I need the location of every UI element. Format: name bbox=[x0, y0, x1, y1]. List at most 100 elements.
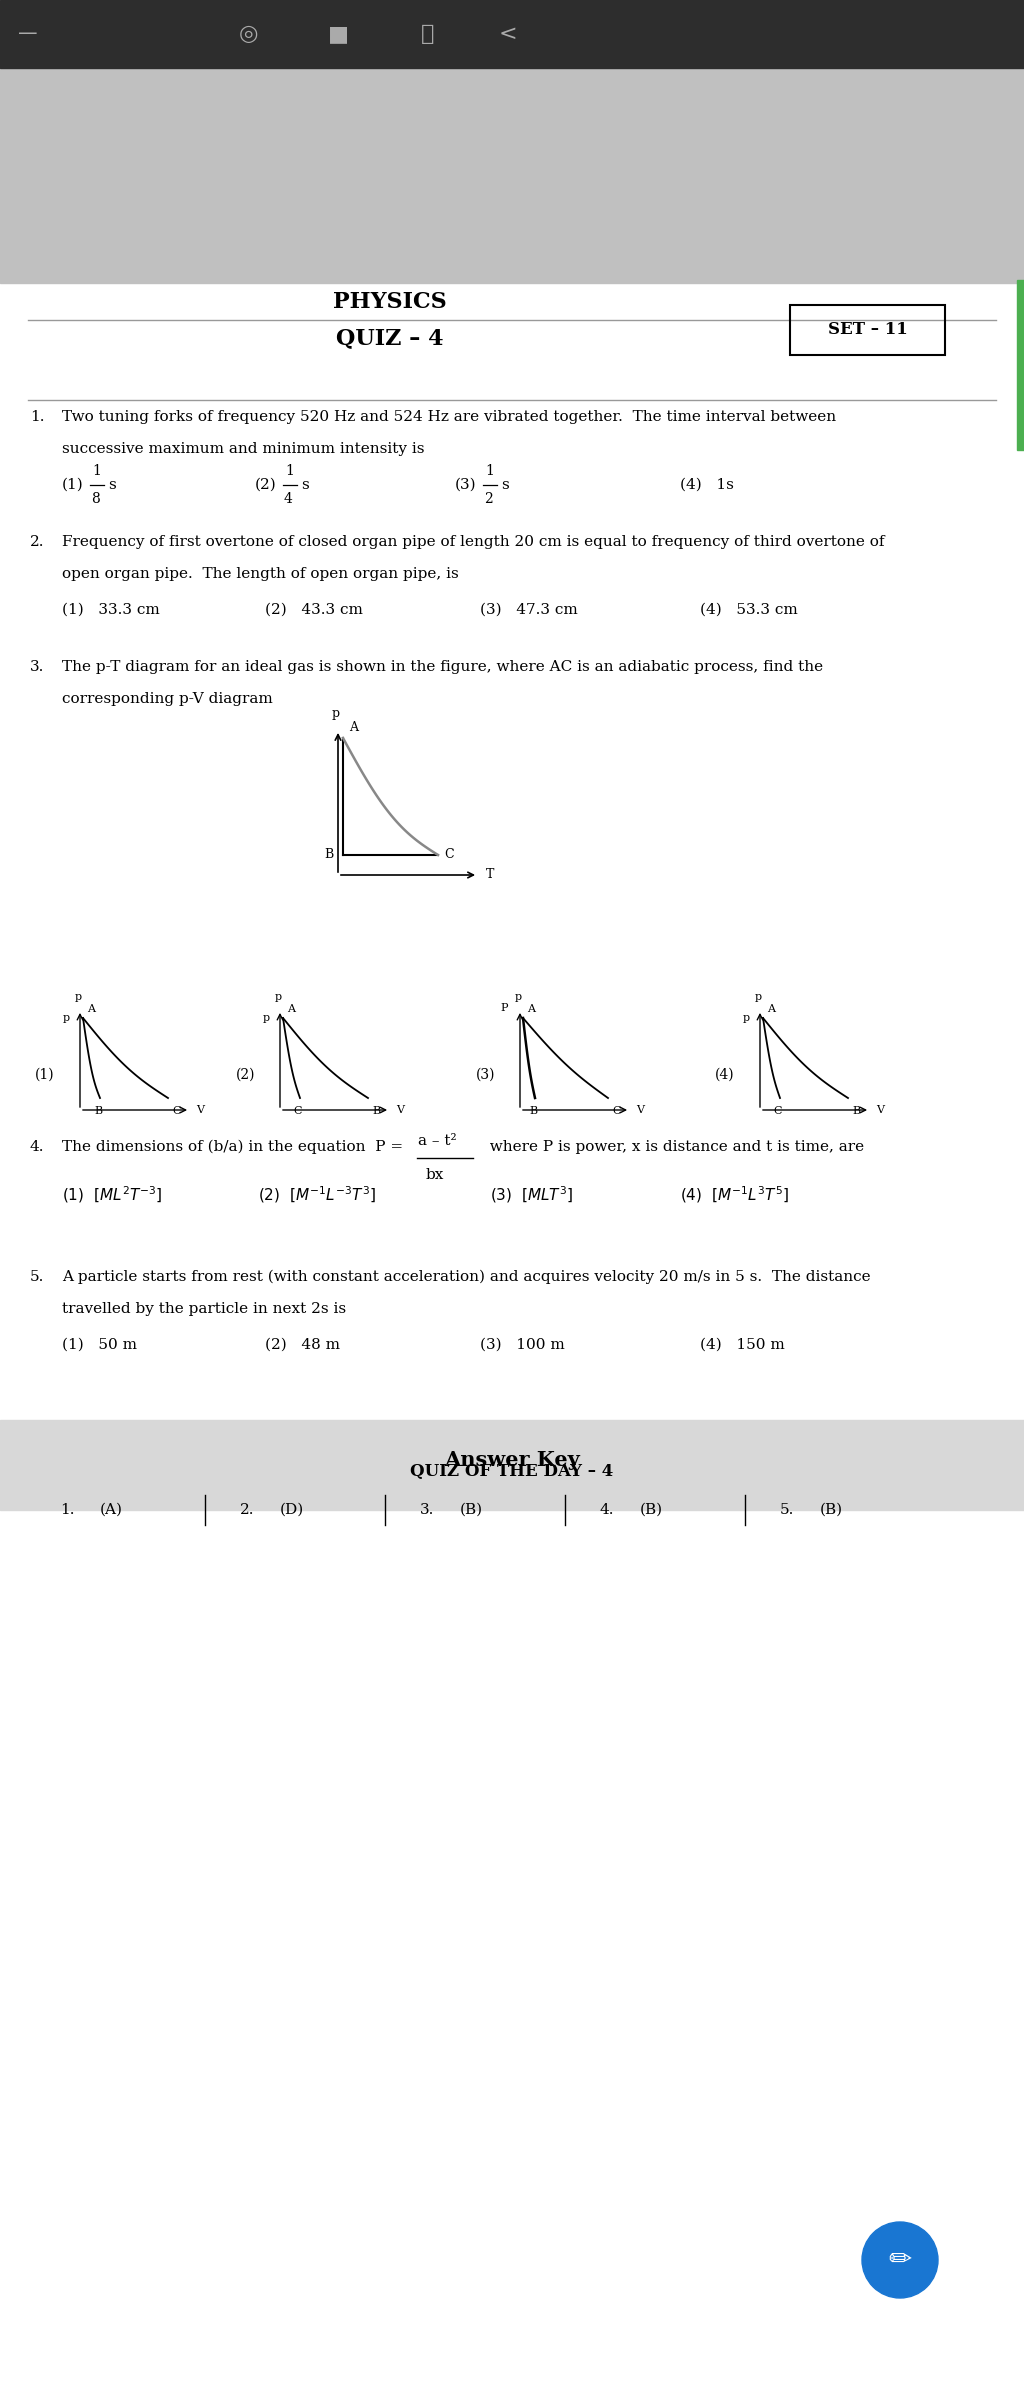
Text: s: s bbox=[301, 479, 309, 493]
Text: 3.: 3. bbox=[30, 660, 44, 675]
Text: Answer Key: Answer Key bbox=[444, 1450, 580, 1469]
Text: 3.: 3. bbox=[420, 1503, 434, 1517]
Text: p: p bbox=[62, 1012, 70, 1022]
Text: (3): (3) bbox=[475, 1067, 495, 1082]
Text: A: A bbox=[767, 1005, 775, 1015]
Text: corresponding p-V diagram: corresponding p-V diagram bbox=[62, 692, 272, 706]
Text: Frequency of first overtone of closed organ pipe of length 20 cm is equal to fre: Frequency of first overtone of closed or… bbox=[62, 536, 885, 548]
Text: open organ pipe.  The length of open organ pipe, is: open organ pipe. The length of open orga… bbox=[62, 567, 459, 581]
Text: travelled by the particle in next 2s is: travelled by the particle in next 2s is bbox=[62, 1302, 346, 1316]
Text: B: B bbox=[94, 1106, 102, 1115]
Text: p: p bbox=[742, 1012, 750, 1022]
Text: 4.: 4. bbox=[600, 1503, 614, 1517]
Text: p: p bbox=[263, 1012, 270, 1022]
Text: C: C bbox=[172, 1106, 180, 1115]
Bar bbox=[0, 1589, 1024, 2393]
Text: C: C bbox=[294, 1106, 302, 1115]
Text: <: < bbox=[499, 24, 517, 43]
Text: (1): (1) bbox=[62, 479, 84, 493]
Bar bbox=[0, 0, 1024, 67]
Bar bbox=[790, 304, 945, 354]
Text: C: C bbox=[612, 1106, 621, 1115]
Text: V: V bbox=[636, 1106, 644, 1115]
Text: T: T bbox=[486, 869, 495, 881]
Text: 1: 1 bbox=[92, 464, 101, 479]
Text: C: C bbox=[444, 850, 454, 861]
Text: P: P bbox=[501, 1003, 508, 1012]
Bar bbox=[0, 1419, 1024, 1510]
Text: (D): (D) bbox=[280, 1503, 304, 1517]
Text: successive maximum and minimum intensity is: successive maximum and minimum intensity… bbox=[62, 443, 425, 457]
Text: (2)   48 m: (2) 48 m bbox=[265, 1338, 340, 1352]
Text: p: p bbox=[514, 993, 521, 1003]
Text: a – t²: a – t² bbox=[418, 1134, 457, 1149]
Text: bx: bx bbox=[426, 1168, 444, 1182]
Text: 1.: 1. bbox=[30, 409, 44, 424]
Text: V: V bbox=[196, 1106, 204, 1115]
Text: A: A bbox=[349, 720, 358, 735]
Text: B: B bbox=[529, 1106, 537, 1115]
Bar bbox=[0, 282, 1024, 2393]
Text: 2: 2 bbox=[484, 493, 493, 505]
Text: (3)   47.3 cm: (3) 47.3 cm bbox=[480, 603, 578, 617]
Text: B: B bbox=[325, 850, 334, 861]
Text: (B): (B) bbox=[640, 1503, 664, 1517]
Text: (2): (2) bbox=[255, 479, 276, 493]
Text: A particle starts from rest (with constant acceleration) and acquires velocity 2: A particle starts from rest (with consta… bbox=[62, 1271, 870, 1285]
Text: (1)  $[ML^2T^{-3}]$: (1) $[ML^2T^{-3}]$ bbox=[62, 1185, 163, 1206]
Text: s: s bbox=[108, 479, 116, 493]
Text: 5.: 5. bbox=[30, 1271, 44, 1285]
Text: p: p bbox=[755, 993, 762, 1003]
Text: PHYSICS: PHYSICS bbox=[333, 292, 446, 313]
Text: (2)   43.3 cm: (2) 43.3 cm bbox=[265, 603, 362, 617]
Text: B: B bbox=[372, 1106, 380, 1115]
Text: ◎: ◎ bbox=[239, 24, 258, 43]
Text: Two tuning forks of frequency 520 Hz and 524 Hz are vibrated together.  The time: Two tuning forks of frequency 520 Hz and… bbox=[62, 409, 837, 424]
Text: C: C bbox=[774, 1106, 782, 1115]
Circle shape bbox=[862, 2223, 938, 2297]
Text: (B): (B) bbox=[820, 1503, 843, 1517]
Text: 1: 1 bbox=[285, 464, 294, 479]
Text: (1): (1) bbox=[36, 1067, 55, 1082]
Text: (2): (2) bbox=[236, 1067, 255, 1082]
Text: 4: 4 bbox=[284, 493, 293, 505]
Text: s: s bbox=[501, 479, 509, 493]
Bar bbox=[0, 67, 1024, 282]
Text: 8: 8 bbox=[91, 493, 99, 505]
Text: (4)  $[M^{-1}L^3T^5]$: (4) $[M^{-1}L^3T^5]$ bbox=[680, 1185, 790, 1206]
Text: A: A bbox=[87, 1005, 95, 1015]
Text: 2.: 2. bbox=[30, 536, 44, 548]
Text: A: A bbox=[287, 1005, 295, 1015]
Text: 2.: 2. bbox=[240, 1503, 255, 1517]
Text: The p-T diagram for an ideal gas is shown in the figure, where AC is an adiabati: The p-T diagram for an ideal gas is show… bbox=[62, 660, 823, 675]
Text: p: p bbox=[274, 993, 282, 1003]
Text: (3)   100 m: (3) 100 m bbox=[480, 1338, 565, 1352]
Text: 🔍: 🔍 bbox=[421, 24, 434, 43]
Text: ✏: ✏ bbox=[889, 2247, 911, 2273]
Text: where P is power, x is distance and t is time, are: where P is power, x is distance and t is… bbox=[480, 1139, 864, 1153]
Text: QUIZ OF THE DAY – 4: QUIZ OF THE DAY – 4 bbox=[411, 1462, 613, 1479]
Text: QUIZ – 4: QUIZ – 4 bbox=[336, 328, 443, 349]
Text: (4)   53.3 cm: (4) 53.3 cm bbox=[700, 603, 798, 617]
Text: ■: ■ bbox=[328, 24, 348, 43]
Text: p: p bbox=[75, 993, 82, 1003]
Text: (1)   33.3 cm: (1) 33.3 cm bbox=[62, 603, 160, 617]
Text: 5.: 5. bbox=[780, 1503, 795, 1517]
Text: (4)   1s: (4) 1s bbox=[680, 479, 734, 493]
Text: (A): (A) bbox=[100, 1503, 123, 1517]
Text: A: A bbox=[527, 1005, 535, 1015]
Text: (3)  $[MLT^3]$: (3) $[MLT^3]$ bbox=[490, 1185, 573, 1206]
Text: (4)   150 m: (4) 150 m bbox=[700, 1338, 784, 1352]
Text: 4.: 4. bbox=[30, 1139, 44, 1153]
Text: p: p bbox=[332, 706, 340, 720]
Text: (3): (3) bbox=[455, 479, 476, 493]
Text: (2)  $[M^{-1}L^{-3}T^3]$: (2) $[M^{-1}L^{-3}T^3]$ bbox=[258, 1185, 376, 1206]
Text: B: B bbox=[852, 1106, 860, 1115]
Text: V: V bbox=[396, 1106, 404, 1115]
Text: 1: 1 bbox=[485, 464, 494, 479]
Text: SET – 11: SET – 11 bbox=[827, 321, 907, 337]
Text: The dimensions of (b/a) in the equation  P =: The dimensions of (b/a) in the equation … bbox=[62, 1139, 403, 1153]
Text: (B): (B) bbox=[460, 1503, 483, 1517]
Bar bbox=[1017, 280, 1024, 450]
Text: —: — bbox=[18, 24, 38, 43]
